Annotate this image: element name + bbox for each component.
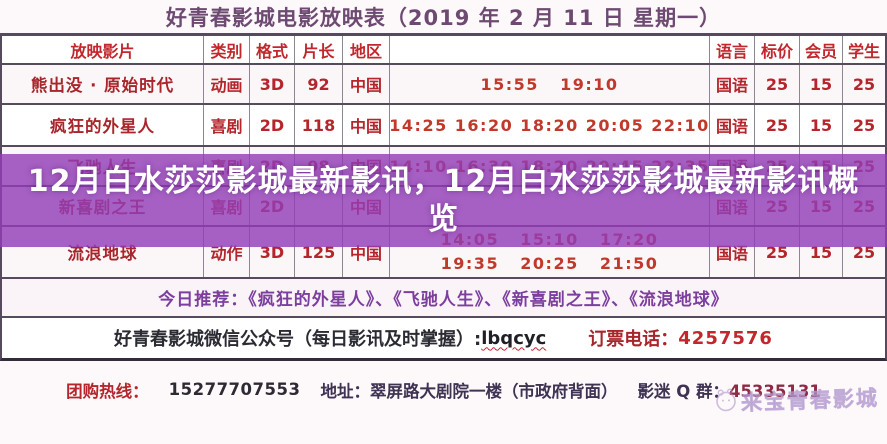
movie-member-price: 15	[800, 65, 843, 103]
header-format: 格式	[250, 36, 295, 63]
movie-language: 国语	[710, 105, 755, 145]
watermark-doodle-icon	[656, 362, 741, 444]
movie-language: 国语	[710, 65, 755, 103]
group-hotline-number: 15277707553	[168, 380, 301, 399]
movie-times: 14:25 16:20 18:20 20:05 22:10	[389, 105, 710, 145]
movie-region: 中国	[343, 227, 390, 277]
ticket-phone-number: 4257576	[678, 327, 773, 349]
wechat-line: 好青春影城微信公众号（每日影讯及时掌握）: lbqcyc 订票电话： 4257576	[2, 318, 885, 358]
movie-format: 2D	[250, 105, 295, 145]
movie-student-price: 25	[852, 74, 876, 94]
address-text: 翠屏路大剧院一楼（市政府背面）	[369, 381, 618, 401]
movie-duration: 118	[295, 105, 343, 145]
fans-qq-line: 影迷 Q 群：45335131	[637, 378, 820, 402]
header-category: 类别	[204, 36, 250, 63]
table-row-fengkuang: 疯狂的外星人 喜剧 2D 118 中国 14:25 16:20 18:20 20…	[2, 105, 885, 147]
table-row-xiongchumo: 熊出没 · 原始时代 动画 3D 92 中国 15:55 19:10 国语 25…	[2, 65, 885, 105]
movie-region: 中国	[343, 105, 390, 145]
movie-member-price: 15	[800, 227, 843, 277]
address-label: 地址：	[320, 381, 370, 401]
movie-category: 动画	[204, 65, 250, 103]
movie-format: 3D	[250, 227, 295, 277]
header-duration: 片长	[295, 36, 343, 63]
recommend-text: 今日推荐：《疯狂的外星人》、《飞驰人生》、《新喜剧之王》、《流浪地球》	[158, 290, 729, 310]
movie-duration: 92	[295, 65, 343, 103]
movie-times-line2: 19:35 20:25 21:50	[440, 254, 659, 273]
wechat-row: 好青春影城微信公众号（每日影讯及时掌握）: lbqcyc 订票电话： 4257576	[2, 318, 885, 358]
fans-qq-label: 影迷 Q 群：	[637, 381, 729, 401]
movie-price: 25	[755, 65, 800, 103]
promo-overlay: 12月白水莎莎影城最新影讯，12月白水莎莎影城最新影讯概 览	[0, 154, 887, 247]
movie-student-price: 25	[852, 115, 876, 135]
movie-price: 25	[755, 227, 800, 277]
movie-format: 3D	[250, 65, 295, 103]
ticket-phone-label: 订票电话：	[588, 329, 679, 350]
movie-name: 熊出没 · 原始时代	[2, 65, 204, 103]
movie-price: 25	[755, 105, 800, 145]
movie-category: 动作	[204, 227, 250, 277]
header-price: 标价	[755, 36, 800, 63]
promo-overlay-line1: 12月白水莎莎影城最新影讯，12月白水莎莎影城最新影讯概	[27, 163, 860, 199]
group-hotline-label: 团购热线：	[66, 381, 149, 401]
movie-student-price: 25	[852, 242, 876, 262]
watermark-text: 来宝青春影城	[740, 385, 880, 415]
wechat-account: lbqcyc	[481, 327, 547, 349]
movie-member-price: 15	[800, 105, 843, 145]
wechat-label: 好青春影城微信公众号（每日影讯及时掌握）:	[114, 329, 482, 350]
footer: 团购热线： 15277707553 地址：翠屏路大剧院一楼（市政府背面） 影迷 Q…	[0, 361, 887, 418]
movie-duration: 125	[295, 227, 343, 277]
header-language: 语言	[710, 36, 755, 63]
watermark: 来宝青春影城	[656, 357, 880, 444]
page-title: 好青春影城电影放映表（2019 年 2 月 11 日 星期一）	[165, 5, 722, 30]
header-region: 地区	[343, 36, 390, 63]
movie-name: 流浪地球	[2, 227, 204, 277]
fans-qq-number: 45335131	[728, 381, 821, 401]
header-member: 会员	[800, 36, 843, 63]
movie-name: 疯狂的外星人	[2, 105, 204, 145]
table-header-row: 放映影片 类别 格式 片长 地区 语言 标价 会员 学生	[2, 36, 885, 65]
promo-overlay-line2: 览	[428, 201, 459, 237]
header-movie: 放映影片	[2, 36, 204, 63]
movie-times: 15:55 19:10	[390, 65, 710, 103]
address-line: 地址：翠屏路大剧院一楼（市政府背面）	[320, 378, 617, 402]
movie-category: 喜剧	[204, 105, 250, 145]
movie-region: 中国	[343, 65, 390, 103]
header-student: 学生	[847, 41, 880, 61]
movie-language: 国语	[710, 227, 755, 277]
recommend-row: 今日推荐：《疯狂的外星人》、《飞驰人生》、《新喜剧之王》、《流浪地球》	[2, 279, 885, 318]
header-times	[390, 36, 710, 63]
